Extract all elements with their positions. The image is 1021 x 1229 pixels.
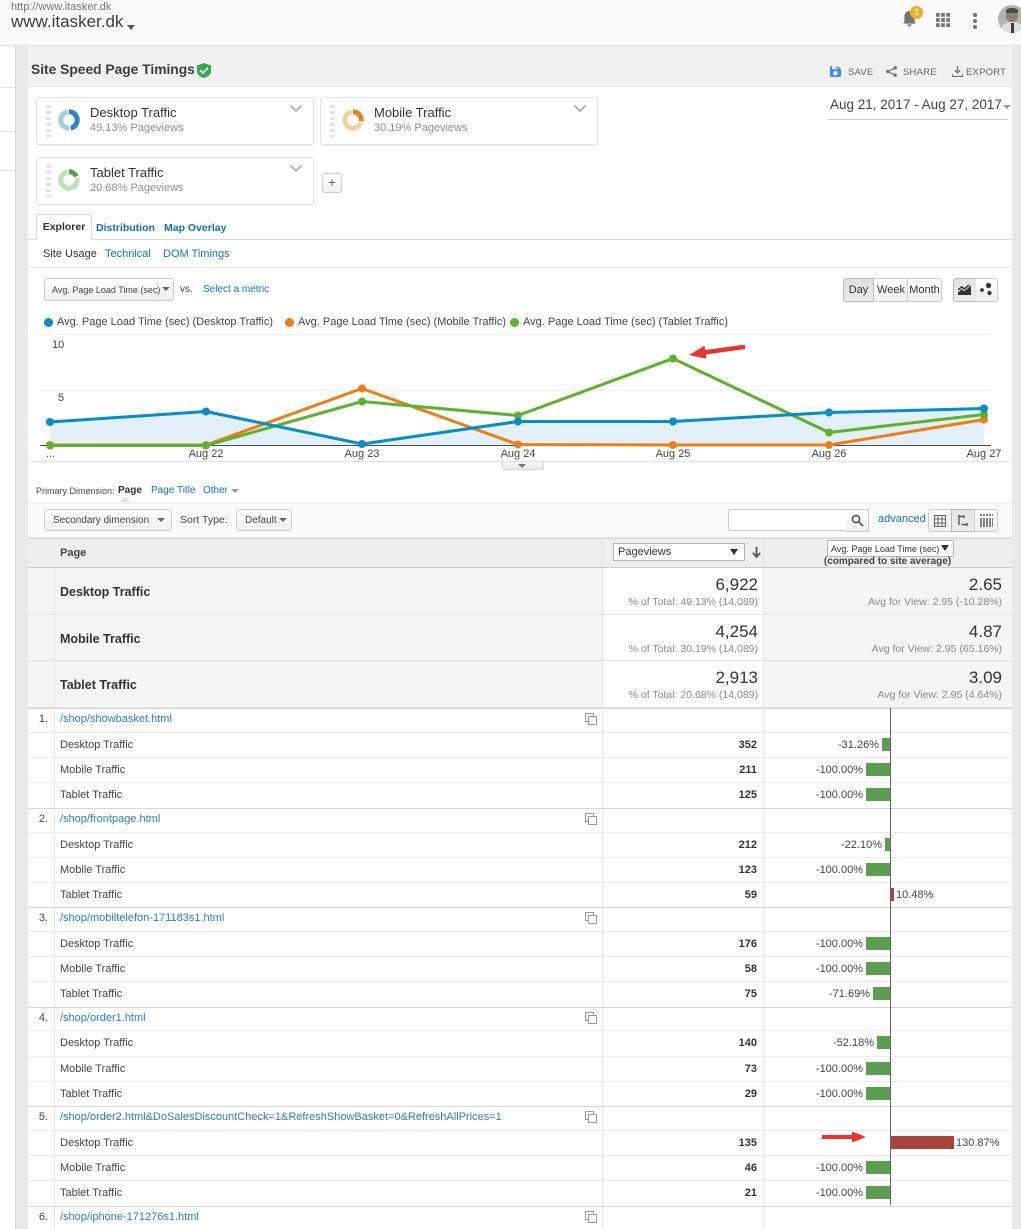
svg-text:10: 10 xyxy=(52,339,64,351)
svg-text:Aug 25: Aug 25 xyxy=(656,448,691,460)
svg-text:Aug 22: Aug 22 xyxy=(189,448,224,460)
svg-text:Aug 23: Aug 23 xyxy=(345,448,380,460)
svg-text:Aug 27: Aug 27 xyxy=(967,448,1002,460)
svg-text:Aug 26: Aug 26 xyxy=(812,448,847,460)
svg-text:Aug 24: Aug 24 xyxy=(501,448,536,460)
svg-text:5: 5 xyxy=(58,392,64,404)
svg-text:...: ... xyxy=(46,448,55,460)
